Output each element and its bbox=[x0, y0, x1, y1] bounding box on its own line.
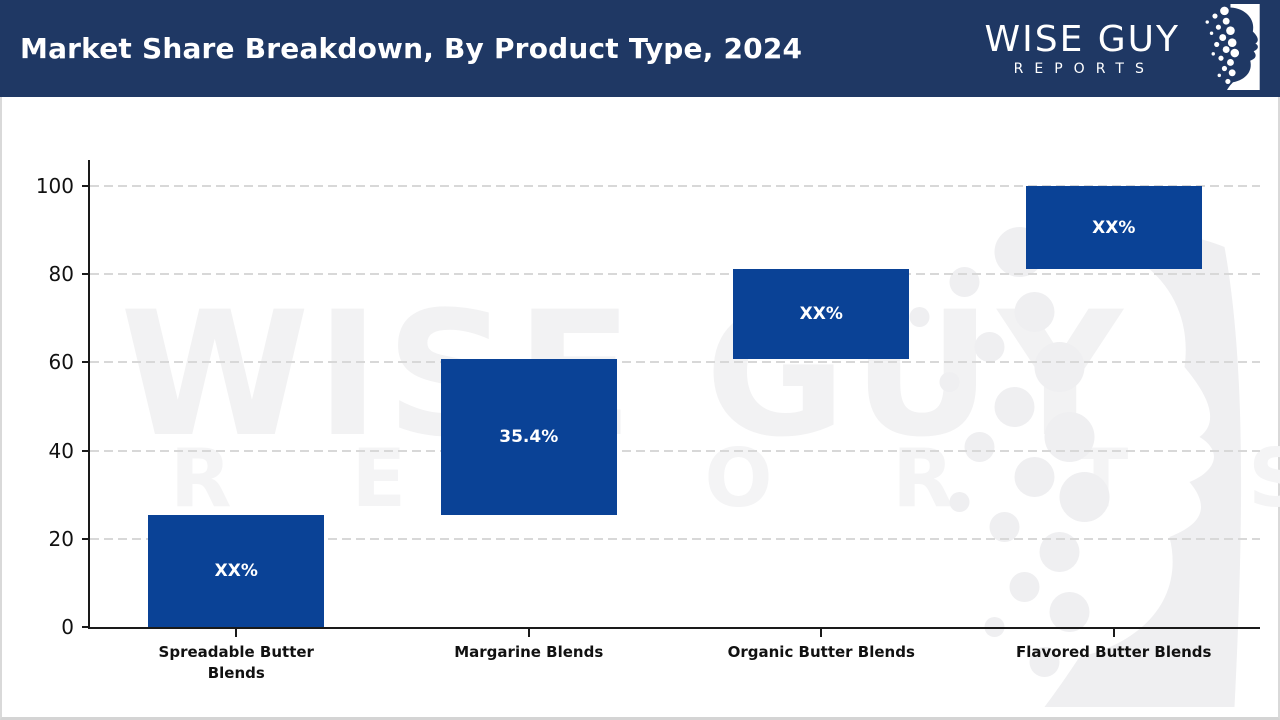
gridline-y100 bbox=[90, 185, 1260, 187]
y-axis-tick bbox=[82, 273, 90, 276]
y-axis-tick-label: 0 bbox=[61, 615, 74, 639]
gridline-y40 bbox=[90, 449, 1260, 452]
x-axis-tick bbox=[1112, 629, 1115, 637]
y-axis-tick bbox=[82, 361, 90, 364]
gridline-y60 bbox=[90, 361, 1260, 364]
header-bar: Market Share Breakdown, By Product Type,… bbox=[0, 0, 1280, 97]
y-axis-line bbox=[88, 160, 90, 629]
bar-4 bbox=[1025, 186, 1202, 270]
chart-title: Market Share Breakdown, By Product Type,… bbox=[20, 32, 803, 65]
y-axis-tick bbox=[82, 626, 90, 628]
wise-guy-logo: WISE GUY REPORTS bbox=[984, 3, 1261, 94]
logo-wordmark: WISE GUY REPORTS bbox=[984, 18, 1181, 77]
x-axis-tick bbox=[235, 629, 238, 637]
y-axis-tick-label: 100 bbox=[35, 174, 74, 198]
chart-canvas: WISE GUY R E P O R T S 0 20 40 60 80 100 XX% Sp… bbox=[0, 97, 1280, 720]
x-axis-line bbox=[88, 627, 1260, 629]
x-axis-category-label: Flavored Butter Blends bbox=[1016, 643, 1212, 661]
y-axis-tick bbox=[82, 185, 90, 187]
bar-value-label: XX% bbox=[799, 304, 843, 325]
watermark-dotted-head-icon bbox=[777, 207, 1242, 711]
bar-value-label: XX% bbox=[214, 560, 258, 581]
y-axis-tick bbox=[82, 449, 90, 452]
y-axis-tick-label: 60 bbox=[48, 350, 74, 375]
y-axis-tick bbox=[82, 537, 90, 540]
x-axis-tick bbox=[820, 629, 823, 637]
x-axis-category-label: Spreadable Butter Blends bbox=[158, 643, 314, 682]
logo-wiseguy-text: WISE GUY bbox=[984, 18, 1180, 60]
bar-3 bbox=[733, 269, 910, 359]
bar-value-label: 35.4% bbox=[499, 426, 559, 447]
gridline-y80 bbox=[90, 273, 1260, 276]
logo-reports-text: REPORTS bbox=[1013, 60, 1155, 77]
bar-1 bbox=[148, 514, 325, 627]
x-axis-category-label: Organic Butter Blends bbox=[727, 643, 915, 661]
logo-dotted-head-icon bbox=[1182, 3, 1260, 94]
y-axis-tick-label: 40 bbox=[48, 438, 74, 463]
bar-value-label: XX% bbox=[1092, 217, 1136, 238]
gridline-y20 bbox=[90, 537, 1260, 540]
x-axis-category-label: Margarine Blends bbox=[454, 643, 604, 661]
y-axis-tick-label: 20 bbox=[48, 526, 74, 551]
bar-2 bbox=[440, 358, 617, 515]
y-axis-tick-label: 80 bbox=[48, 262, 74, 287]
x-axis-tick bbox=[527, 629, 530, 637]
